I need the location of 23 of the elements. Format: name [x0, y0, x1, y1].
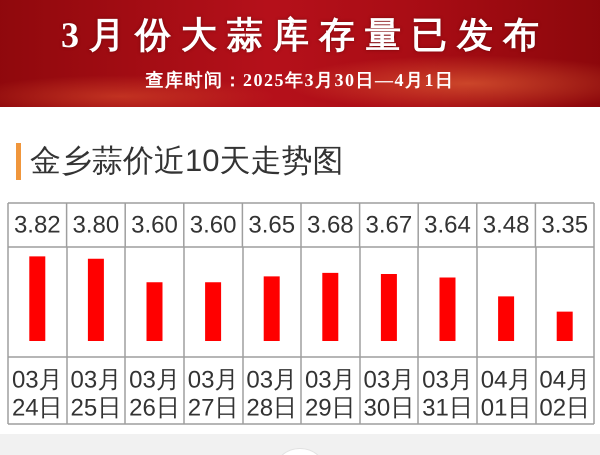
chart-title: 金乡蒜价近10天走势图: [30, 142, 344, 180]
x-tick-label: 03月26日: [129, 366, 180, 422]
x-tick-label: 03月31日: [422, 366, 473, 422]
data-label: 3.67: [366, 212, 412, 238]
x-tick-label: 03月25日: [70, 366, 122, 422]
data-label: 3.60: [190, 212, 236, 238]
text: 3月份大蒜库存量已发布: [60, 14, 550, 57]
x-tick-label: 03月30日: [364, 366, 414, 422]
data-label: 3.68: [306, 212, 354, 238]
data-label: 3.80: [72, 212, 120, 238]
x-tick-label: 03月29日: [304, 366, 356, 422]
x-tick-label: 03月24日: [12, 366, 63, 422]
x-tick-label: 04月01日: [480, 366, 532, 422]
x-tick-label: 03月27日: [188, 366, 238, 422]
data-label: 3.48: [482, 212, 530, 238]
text: 查库时间：2025年3月30日—4月1日: [144, 69, 456, 92]
x-tick-label: 04月02日: [539, 366, 590, 422]
x-tick-label: 03月28日: [246, 366, 298, 422]
data-label: 3.60: [131, 212, 178, 238]
data-label: 3.35: [541, 212, 588, 238]
data-label: 3.64: [424, 212, 471, 238]
data-label: 3.65: [248, 212, 296, 238]
data-label: 3.82: [14, 212, 61, 238]
